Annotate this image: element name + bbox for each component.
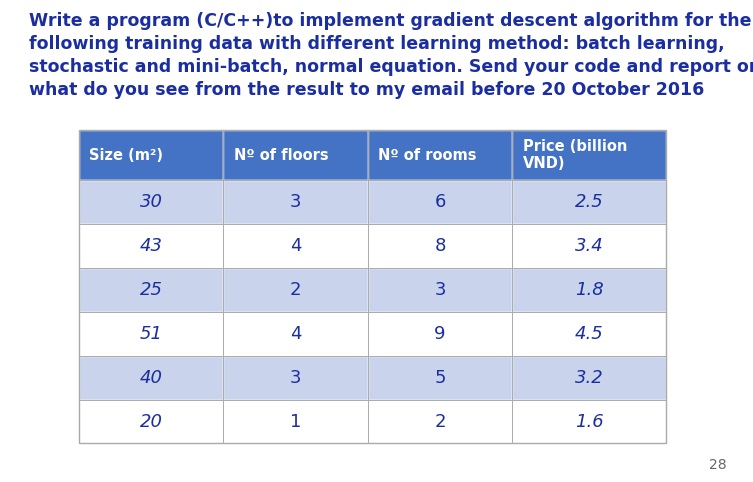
Text: 3: 3 [434, 281, 446, 299]
Text: Nº of rooms: Nº of rooms [378, 147, 477, 163]
Text: 1.8: 1.8 [575, 281, 604, 299]
Bar [512, 400, 666, 443]
Text: 3: 3 [290, 369, 301, 387]
Bar [224, 268, 367, 312]
Text: 4.5: 4.5 [575, 325, 604, 343]
Text: 51: 51 [140, 325, 163, 343]
Bar [79, 130, 224, 180]
Bar [367, 130, 512, 180]
Bar [512, 356, 666, 400]
Text: 1: 1 [290, 413, 301, 430]
Text: 3.4: 3.4 [575, 237, 604, 255]
Text: 2: 2 [434, 413, 446, 430]
Text: 2: 2 [290, 281, 301, 299]
Bar [512, 130, 666, 180]
Text: Nº of floors: Nº of floors [233, 147, 328, 163]
Bar [512, 312, 666, 356]
Text: 8: 8 [434, 237, 446, 255]
Bar [224, 180, 367, 224]
Bar [79, 312, 224, 356]
Bar [367, 312, 512, 356]
Bar [79, 130, 666, 443]
Text: 20: 20 [140, 413, 163, 430]
Text: 4: 4 [290, 325, 301, 343]
Bar [224, 400, 367, 443]
Bar [79, 180, 224, 224]
Text: 1.6: 1.6 [575, 413, 604, 430]
Text: 4: 4 [290, 237, 301, 255]
Bar [367, 268, 512, 312]
Text: Write a program (C/C++)to implement gradient descent algorithm for the
following: Write a program (C/C++)to implement grad… [29, 12, 753, 99]
Text: 28: 28 [709, 458, 727, 472]
Bar [79, 356, 224, 400]
Bar [79, 268, 224, 312]
Bar [367, 356, 512, 400]
Text: 3: 3 [290, 193, 301, 211]
Bar [512, 180, 666, 224]
Text: 5: 5 [434, 369, 446, 387]
Text: 2.5: 2.5 [575, 193, 604, 211]
Bar [79, 224, 224, 268]
Bar [224, 224, 367, 268]
Bar [512, 268, 666, 312]
Text: 30: 30 [140, 193, 163, 211]
Text: 43: 43 [140, 237, 163, 255]
Text: Size (m²): Size (m²) [89, 147, 163, 163]
Text: 9: 9 [434, 325, 446, 343]
Text: 40: 40 [140, 369, 163, 387]
Bar [224, 356, 367, 400]
Text: 6: 6 [434, 193, 446, 211]
Bar [512, 224, 666, 268]
Bar [224, 130, 367, 180]
Bar [367, 224, 512, 268]
Text: Price (billion
VND): Price (billion VND) [523, 139, 627, 172]
Bar [367, 400, 512, 443]
Bar [79, 400, 224, 443]
Text: 25: 25 [140, 281, 163, 299]
Bar [367, 180, 512, 224]
Text: 3.2: 3.2 [575, 369, 604, 387]
Bar [224, 312, 367, 356]
